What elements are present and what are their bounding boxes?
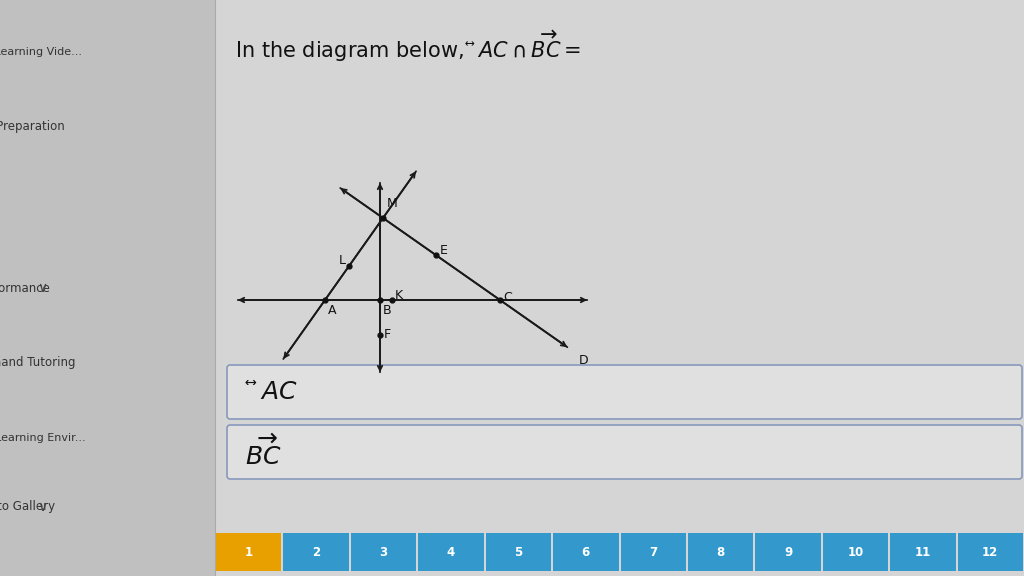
Bar — [890, 533, 955, 571]
Text: 5: 5 — [514, 545, 522, 559]
Text: $\overleftrightarrow{AC}$: $\overleftrightarrow{AC}$ — [245, 380, 298, 404]
Text: L: L — [338, 254, 345, 267]
Bar — [621, 533, 686, 571]
Text: 3: 3 — [380, 545, 388, 559]
Text: F: F — [384, 328, 391, 342]
Bar — [957, 533, 1023, 571]
Text: A: A — [328, 304, 337, 317]
Text: C: C — [503, 291, 512, 304]
Text: 1: 1 — [245, 545, 253, 559]
Text: 6: 6 — [582, 545, 590, 559]
Text: K: K — [395, 289, 403, 302]
Text: 9: 9 — [784, 545, 793, 559]
Bar — [485, 533, 551, 571]
Text: $\overrightarrow{BC}$: $\overrightarrow{BC}$ — [245, 434, 282, 470]
Text: m Preparation: m Preparation — [0, 120, 65, 133]
Text: formance: formance — [0, 282, 50, 294]
FancyBboxPatch shape — [227, 425, 1022, 479]
Text: B: B — [383, 304, 391, 317]
Bar — [688, 533, 754, 571]
Text: ∨: ∨ — [37, 281, 47, 295]
Bar — [756, 533, 821, 571]
Text: 8: 8 — [717, 545, 725, 559]
Text: ance Learning Vide...: ance Learning Vide... — [0, 47, 82, 57]
Bar — [553, 533, 618, 571]
Text: udent Learning Envir...: udent Learning Envir... — [0, 433, 86, 443]
Text: M: M — [387, 197, 397, 210]
Text: E: E — [439, 244, 447, 256]
Text: 7: 7 — [649, 545, 657, 559]
Bar — [0, 0, 215, 576]
Bar — [822, 533, 888, 571]
Text: oto Gallery: oto Gallery — [0, 501, 55, 513]
Text: 10: 10 — [847, 545, 863, 559]
Text: ∨: ∨ — [37, 500, 47, 514]
Text: 11: 11 — [914, 545, 931, 559]
Text: In the diagram below, $\overleftrightarrow{AC}\cap\overrightarrow{BC}=$: In the diagram below, $\overleftrightarr… — [234, 28, 581, 64]
Bar — [216, 533, 282, 571]
Bar — [284, 533, 349, 571]
Text: -Demand Tutoring: -Demand Tutoring — [0, 357, 76, 369]
Bar — [418, 533, 483, 571]
Bar — [351, 533, 416, 571]
Text: 4: 4 — [446, 545, 455, 559]
Text: D: D — [579, 354, 588, 367]
Text: 12: 12 — [982, 545, 998, 559]
FancyBboxPatch shape — [227, 365, 1022, 419]
Text: 2: 2 — [312, 545, 321, 559]
